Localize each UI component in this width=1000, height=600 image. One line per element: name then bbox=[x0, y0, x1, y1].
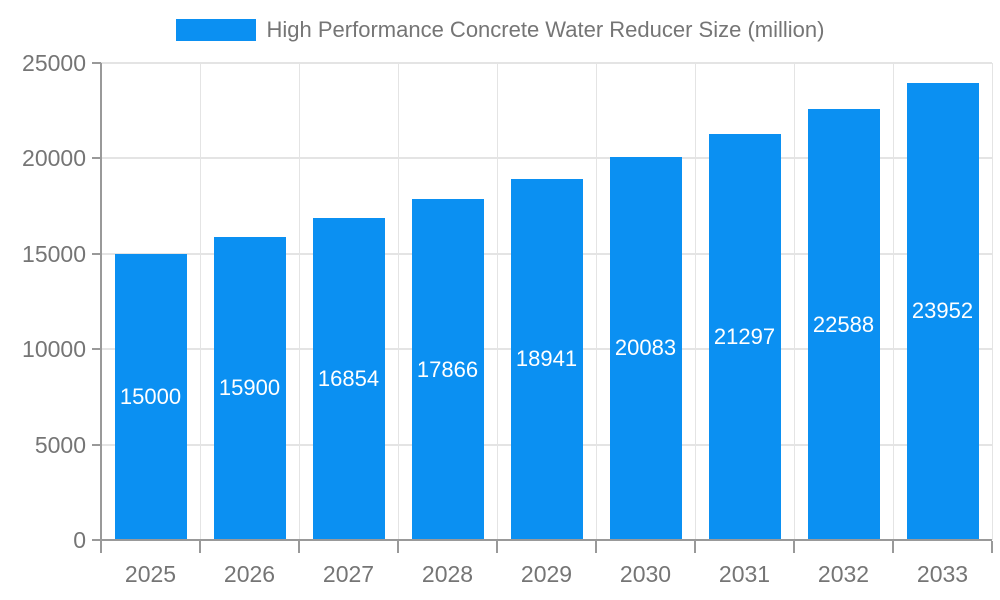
bar-2028[interactable]: 17866 bbox=[411, 199, 484, 540]
bar-2033[interactable]: 23952 bbox=[906, 82, 979, 540]
y-axis-tick-20000 bbox=[92, 157, 101, 160]
x-axis-tick-5 bbox=[595, 541, 597, 553]
x-axis-label-2032: 2032 bbox=[817, 561, 870, 587]
gridline-x-2 bbox=[298, 63, 300, 540]
bar-2030[interactable]: 20083 bbox=[609, 156, 682, 540]
x-axis-label-2029: 2029 bbox=[520, 561, 573, 587]
bar-value-label-2030: 20083 bbox=[614, 335, 677, 361]
x-axis-label-2027: 2027 bbox=[322, 561, 375, 587]
bar-2032[interactable]: 22588 bbox=[807, 109, 880, 540]
y-axis-label-5000: 5000 bbox=[34, 431, 86, 458]
y-axis-line bbox=[100, 63, 102, 553]
bar-2029[interactable]: 18941 bbox=[510, 178, 583, 540]
bar-2027[interactable]: 16854 bbox=[312, 218, 385, 540]
y-axis-label-20000: 20000 bbox=[22, 145, 86, 172]
gridline-x-4 bbox=[496, 63, 498, 540]
gridline-x-7 bbox=[793, 63, 795, 540]
y-axis-label-15000: 15000 bbox=[22, 240, 86, 267]
x-axis-label-2028: 2028 bbox=[421, 561, 474, 587]
bar-2026[interactable]: 15900 bbox=[213, 236, 286, 540]
bar-value-label-2027: 16854 bbox=[317, 366, 380, 392]
x-axis-label-2025: 2025 bbox=[124, 561, 177, 587]
x-axis-tick-4 bbox=[496, 541, 498, 553]
gridline-x-5 bbox=[595, 63, 597, 540]
x-axis-label-2026: 2026 bbox=[223, 561, 276, 587]
gridline-x-9 bbox=[991, 63, 993, 540]
x-axis-label-2030: 2030 bbox=[619, 561, 672, 587]
y-axis-tick-10000 bbox=[92, 348, 101, 351]
bar-value-label-2028: 17866 bbox=[416, 356, 479, 382]
legend-swatch[interactable] bbox=[175, 19, 256, 41]
bar-value-label-2025: 15000 bbox=[119, 383, 182, 409]
gridline-x-8 bbox=[892, 63, 894, 540]
x-axis-tick-1 bbox=[199, 541, 201, 553]
x-axis-tick-8 bbox=[892, 541, 894, 553]
y-axis-label-10000: 10000 bbox=[22, 336, 86, 363]
y-axis-tick-5000 bbox=[92, 443, 101, 446]
x-axis-tick-6 bbox=[694, 541, 696, 553]
x-axis-tick-2 bbox=[298, 541, 300, 553]
y-axis-label-0: 0 bbox=[73, 527, 86, 553]
y-axis-tick-25000 bbox=[92, 62, 101, 64]
gridline-x-3 bbox=[397, 63, 399, 540]
x-axis-tick-7 bbox=[793, 541, 795, 553]
bar-2025[interactable]: 15000 bbox=[114, 253, 187, 540]
gridline-y-20000 bbox=[101, 157, 992, 160]
bar-value-label-2033: 23952 bbox=[911, 298, 974, 324]
gridline-y-25000 bbox=[101, 62, 992, 64]
bar-value-label-2032: 22588 bbox=[812, 311, 875, 337]
bar-value-label-2026: 15900 bbox=[218, 375, 281, 401]
legend-label: High Performance Concrete Water Reducer … bbox=[266, 17, 825, 42]
x-axis-label-2033: 2033 bbox=[916, 561, 969, 587]
y-axis-tick-15000 bbox=[92, 252, 101, 255]
x-axis-label-2031: 2031 bbox=[718, 561, 771, 587]
y-axis-label-25000: 25000 bbox=[22, 50, 86, 76]
x-axis-tick-3 bbox=[397, 541, 399, 553]
x-axis-tick-9 bbox=[991, 541, 993, 553]
gridline-x-6 bbox=[694, 63, 696, 540]
bar-value-label-2031: 21297 bbox=[713, 323, 776, 349]
legend[interactable]: High Performance Concrete Water Reducer … bbox=[0, 17, 1000, 43]
bar-value-label-2029: 18941 bbox=[515, 346, 578, 372]
gridline-x-1 bbox=[199, 63, 201, 540]
bar-2031[interactable]: 21297 bbox=[708, 133, 781, 540]
x-axis-line bbox=[92, 539, 992, 541]
